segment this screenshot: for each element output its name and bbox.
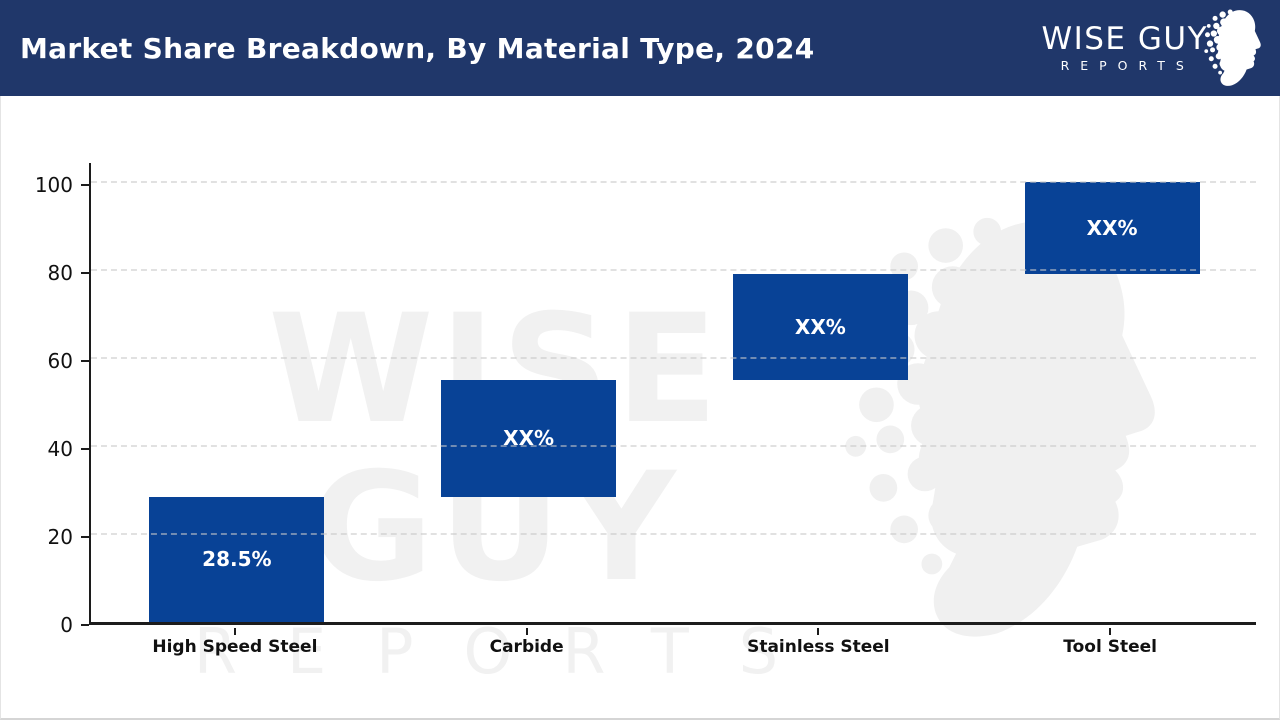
bar-carbide: XX% xyxy=(441,380,617,497)
logo-wordmark: WISE GUY REPORTS xyxy=(1041,23,1208,73)
x-category-label: Tool Steel xyxy=(1063,637,1157,657)
y-tick-mark xyxy=(81,184,89,186)
x-tick-mark xyxy=(233,628,236,635)
bar-value-label: 28.5% xyxy=(202,547,272,572)
x-tick-mark xyxy=(1109,628,1112,635)
logo-wordmark-line2: REPORTS xyxy=(1060,57,1195,73)
wise-guy-logo: WISE GUY REPORTS xyxy=(1041,7,1266,89)
chart-area: WISE GUY REPORTS 28.5% XX% XX% XX% 0 20 40 60 8… xyxy=(0,96,1280,720)
x-category-label: Carbide xyxy=(489,637,564,657)
y-tick-label: 0 xyxy=(60,613,73,637)
y-tick-mark xyxy=(81,624,89,626)
x-category-label: Stainless Steel xyxy=(747,637,890,657)
logo-wordmark-line1: WISE GUY xyxy=(1041,21,1208,58)
y-tick-mark xyxy=(81,272,89,274)
y-tick-mark xyxy=(81,536,89,538)
bar-value-label: XX% xyxy=(794,315,846,340)
y-tick-label: 20 xyxy=(47,525,73,549)
logo-face-icon xyxy=(1202,7,1266,89)
x-tick-mark xyxy=(817,628,820,635)
gridline-20 xyxy=(91,533,1256,535)
y-tick-label: 80 xyxy=(47,261,73,285)
y-tick-mark xyxy=(81,448,89,450)
plot-area: 28.5% XX% XX% XX% xyxy=(89,163,1256,625)
gridline-40 xyxy=(91,445,1256,447)
bar-stainless-steel: XX% xyxy=(732,274,908,380)
page-title: Market Share Breakdown, By Material Type… xyxy=(20,31,815,65)
bar-tool-steel: XX% xyxy=(1024,182,1200,275)
bar-high-speed-steel: 28.5% xyxy=(149,496,325,622)
gridline-60 xyxy=(91,357,1256,359)
gridline-100 xyxy=(91,181,1256,183)
y-tick-label: 100 xyxy=(34,173,73,197)
header: Market Share Breakdown, By Material Type… xyxy=(0,0,1280,96)
bar-value-label: XX% xyxy=(1086,216,1138,241)
y-tick-label: 40 xyxy=(47,437,73,461)
gridline-80 xyxy=(91,269,1256,271)
x-category-label: High Speed Steel xyxy=(152,637,318,657)
x-tick-mark xyxy=(525,628,528,635)
y-tick-label: 60 xyxy=(47,349,73,373)
y-tick-mark xyxy=(81,360,89,362)
